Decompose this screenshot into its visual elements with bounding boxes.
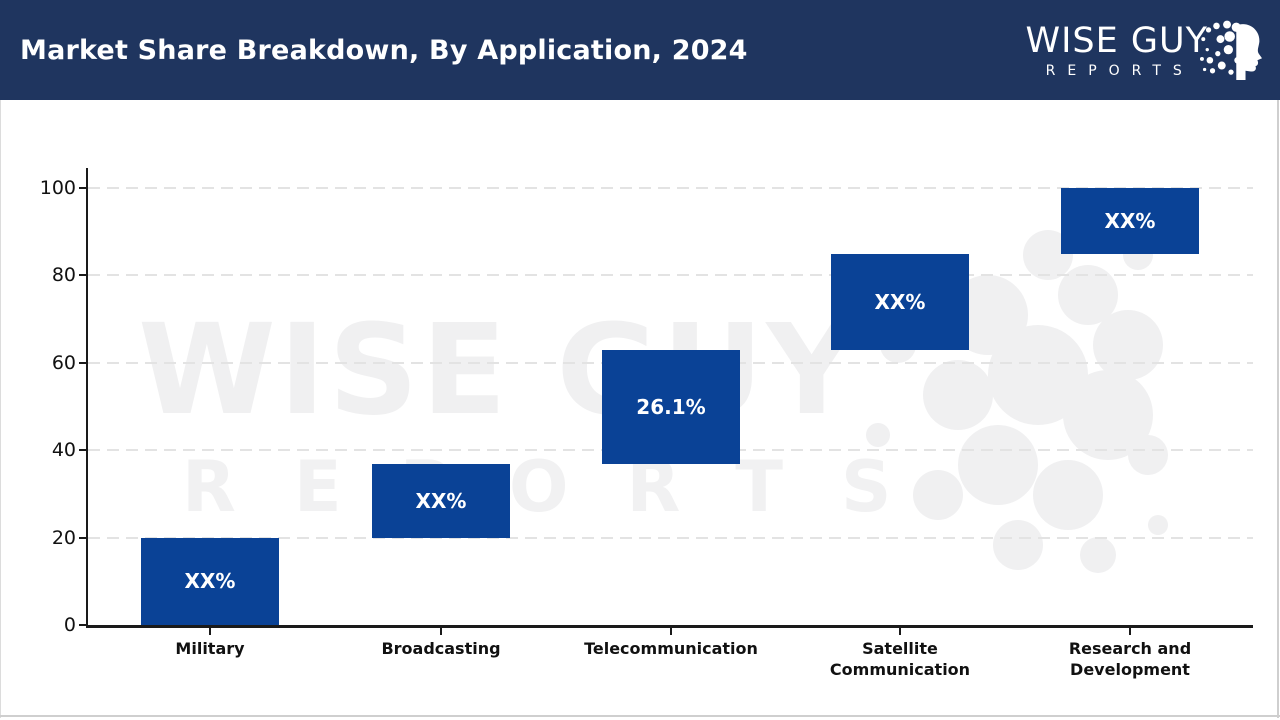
gridline-y80 [88,274,1253,277]
bar-value-label: XX% [1104,208,1156,233]
y-tick-mark [79,624,86,626]
head-profile-icon [1199,20,1263,81]
brand-wordmark: WISE GUY REPORTS [1025,20,1208,79]
bar-research-and-development: XX% [1061,188,1199,254]
y-tick-label: 80 [51,264,76,287]
y-tick-mark [79,187,86,189]
bar-value-label: XX% [415,488,467,513]
x-category-label: Broadcasting [381,639,501,658]
bar-telecommunication: 26.1% [602,349,740,464]
bar-value-label: XX% [874,289,926,314]
y-tick-mark [79,449,86,452]
x-category-label: Telecommunication [584,639,758,658]
brand-logo: WISE GUY REPORTS [1025,8,1264,94]
x-category-label: Military [175,639,245,658]
frame-left-border [0,100,1,718]
brand-name: WISE GUY [1025,20,1208,61]
y-tick-label: 0 [63,614,76,636]
header: Market Share Breakdown, By Application, … [0,0,1280,100]
y-tick-mark [79,536,86,539]
y-tick-label: 20 [51,526,76,549]
gridline-y20 [88,536,1253,539]
y-tick-label: 60 [51,351,76,374]
gridline-y100 [88,187,1253,189]
bar-broadcasting: XX% [372,463,510,538]
x-tick-mark [1129,627,1131,635]
frame-right-border [1277,100,1279,718]
x-tick-mark [899,627,901,635]
y-axis-line [86,168,88,627]
y-tick-mark [79,361,86,364]
y-tick-mark [79,274,86,277]
bar-value-label: XX% [184,569,236,594]
bar-military: XX% [141,537,279,625]
x-category-label: Research and Development [1068,639,1192,679]
bar-value-label: 26.1% [636,394,706,419]
x-axis-line [86,625,1253,628]
x-tick-mark [670,627,672,635]
y-tick-label: 100 [39,177,76,199]
x-tick-mark [209,627,211,635]
brand-subtitle: REPORTS [1045,62,1194,79]
x-tick-mark [440,627,442,635]
page-title: Market Share Breakdown, By Application, … [20,34,748,66]
x-category-label: Satellite Communication [829,639,971,679]
watermark-wordmark: WISE GUY [138,298,860,443]
watermark-subtitle: REPORTS [182,446,950,528]
y-tick-label: 40 [51,439,76,462]
bar-satellite-communication: XX% [831,253,969,350]
frame-bottom-border [0,715,1280,717]
